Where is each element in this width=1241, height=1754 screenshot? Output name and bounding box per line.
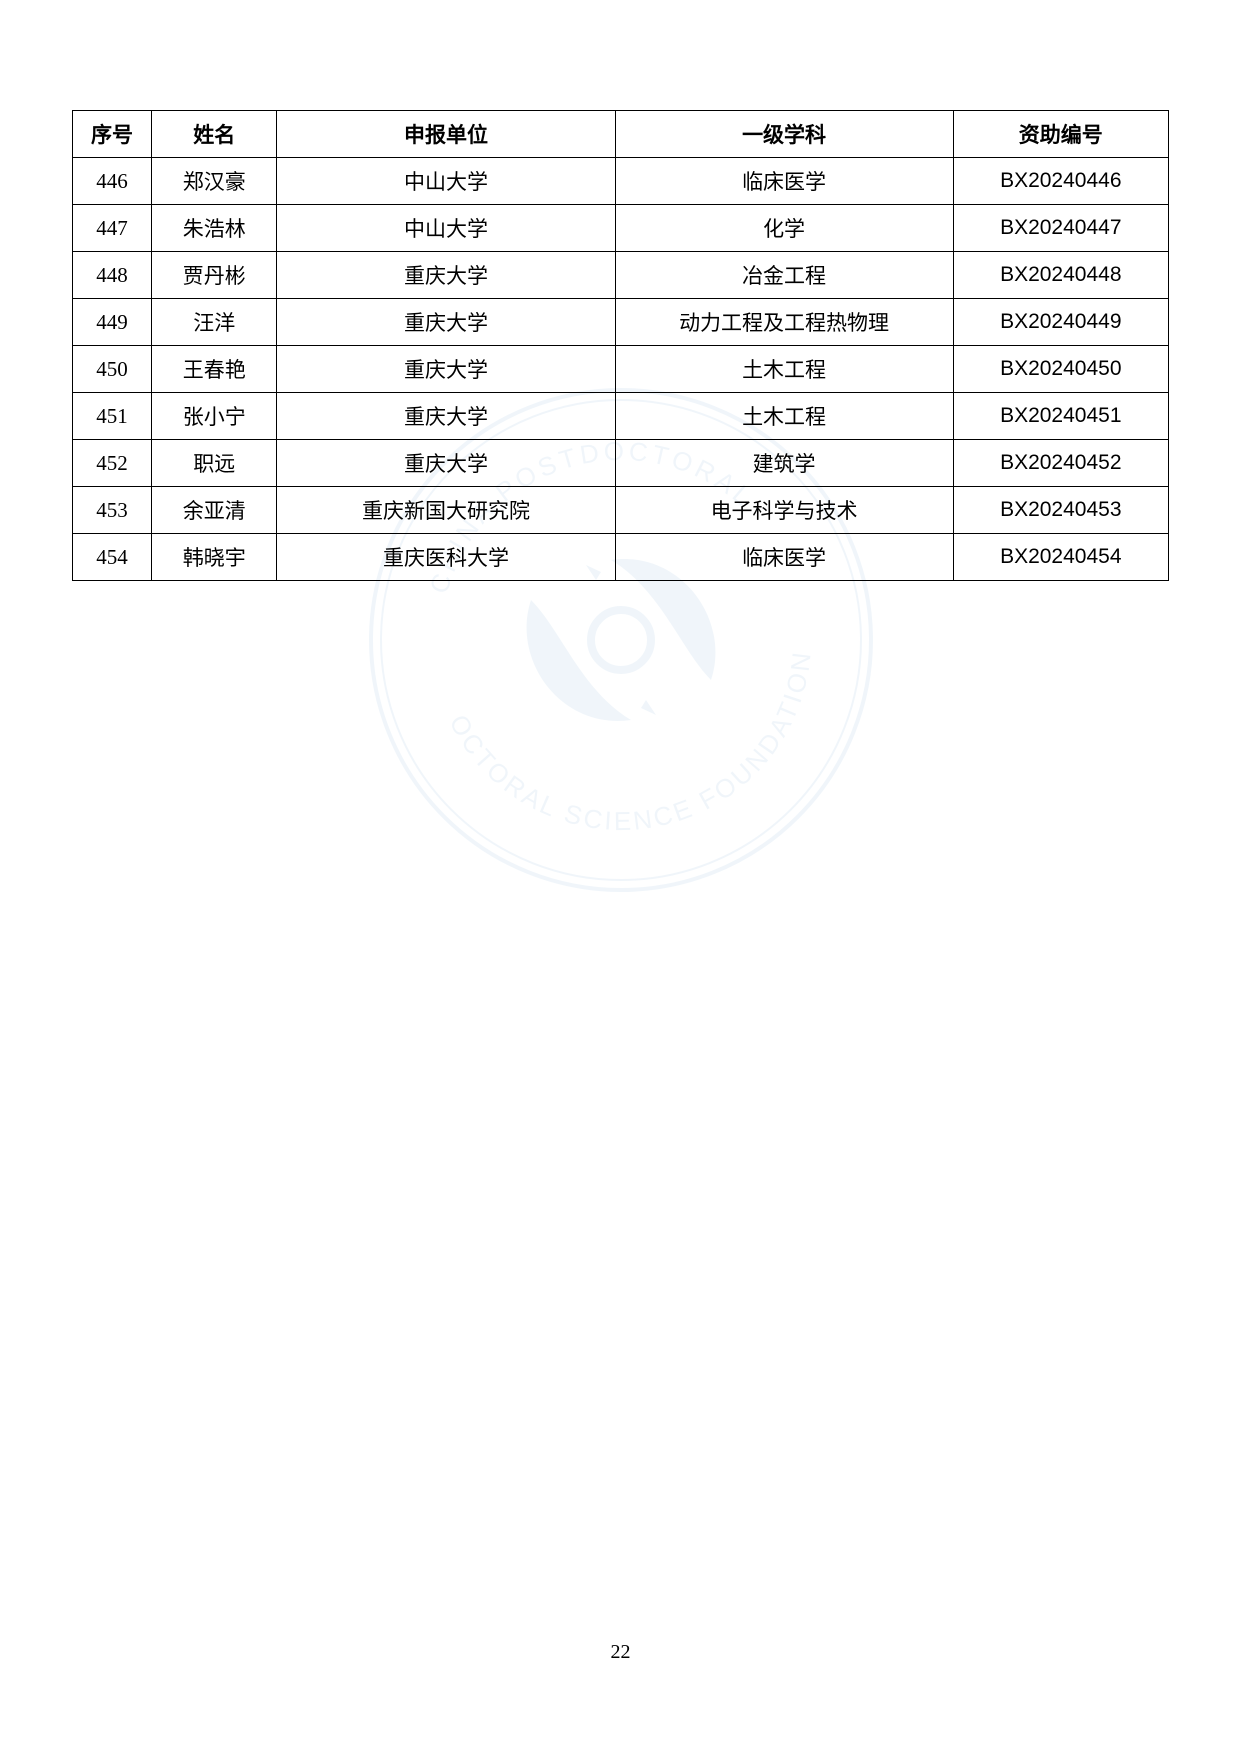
header-name: 姓名 [152, 111, 277, 158]
cell-unit: 重庆大学 [277, 252, 615, 299]
svg-text:OCTORAL SCIENCE FOUNDATION: OCTORAL SCIENCE FOUNDATION [443, 648, 816, 836]
cell-code: BX20240448 [953, 252, 1168, 299]
table-row: 452职远重庆大学建筑学BX20240452 [73, 440, 1169, 487]
header-row: 序号 姓名 申报单位 一级学科 资助编号 [73, 111, 1169, 158]
cell-unit: 重庆大学 [277, 346, 615, 393]
cell-code: BX20240446 [953, 158, 1168, 205]
cell-seq: 449 [73, 299, 152, 346]
cell-subject: 建筑学 [615, 440, 953, 487]
table-body: 446郑汉豪中山大学临床医学BX20240446447朱浩林中山大学化学BX20… [73, 158, 1169, 581]
cell-code: BX20240451 [953, 393, 1168, 440]
cell-subject: 动力工程及工程热物理 [615, 299, 953, 346]
page-number: 22 [0, 1641, 1241, 1664]
cell-unit: 重庆大学 [277, 299, 615, 346]
cell-code: BX20240453 [953, 487, 1168, 534]
page-container: CHINA POSTDOCTORAL OCTORAL SCIENCE FOUND… [0, 0, 1241, 1754]
cell-unit: 中山大学 [277, 158, 615, 205]
table-row: 454韩晓宇重庆医科大学临床医学BX20240454 [73, 534, 1169, 581]
cell-name: 汪洋 [152, 299, 277, 346]
cell-subject: 土木工程 [615, 346, 953, 393]
table-row: 448贾丹彬重庆大学冶金工程BX20240448 [73, 252, 1169, 299]
cell-seq: 451 [73, 393, 152, 440]
cell-unit: 重庆大学 [277, 393, 615, 440]
table-row: 449汪洋重庆大学动力工程及工程热物理BX20240449 [73, 299, 1169, 346]
cell-seq: 447 [73, 205, 152, 252]
header-unit: 申报单位 [277, 111, 615, 158]
cell-code: BX20240447 [953, 205, 1168, 252]
cell-subject: 冶金工程 [615, 252, 953, 299]
cell-name: 贾丹彬 [152, 252, 277, 299]
cell-seq: 453 [73, 487, 152, 534]
data-table: 序号 姓名 申报单位 一级学科 资助编号 446郑汉豪中山大学临床医学BX202… [72, 110, 1169, 581]
header-seq: 序号 [73, 111, 152, 158]
cell-unit: 重庆医科大学 [277, 534, 615, 581]
cell-seq: 452 [73, 440, 152, 487]
cell-subject: 临床医学 [615, 158, 953, 205]
cell-seq: 450 [73, 346, 152, 393]
header-subject: 一级学科 [615, 111, 953, 158]
cell-name: 职远 [152, 440, 277, 487]
cell-name: 朱浩林 [152, 205, 277, 252]
table-row: 453余亚清重庆新国大研究院电子科学与技术BX20240453 [73, 487, 1169, 534]
table-row: 447朱浩林中山大学化学BX20240447 [73, 205, 1169, 252]
table-header: 序号 姓名 申报单位 一级学科 资助编号 [73, 111, 1169, 158]
cell-name: 郑汉豪 [152, 158, 277, 205]
table-row: 446郑汉豪中山大学临床医学BX20240446 [73, 158, 1169, 205]
cell-name: 余亚清 [152, 487, 277, 534]
table-row: 451张小宁重庆大学土木工程BX20240451 [73, 393, 1169, 440]
table-wrapper: 序号 姓名 申报单位 一级学科 资助编号 446郑汉豪中山大学临床医学BX202… [72, 110, 1169, 581]
table-row: 450王春艳重庆大学土木工程BX20240450 [73, 346, 1169, 393]
cell-name: 张小宁 [152, 393, 277, 440]
cell-name: 王春艳 [152, 346, 277, 393]
cell-seq: 446 [73, 158, 152, 205]
header-code: 资助编号 [953, 111, 1168, 158]
cell-subject: 临床医学 [615, 534, 953, 581]
cell-code: BX20240450 [953, 346, 1168, 393]
cell-code: BX20240449 [953, 299, 1168, 346]
cell-seq: 454 [73, 534, 152, 581]
cell-code: BX20240452 [953, 440, 1168, 487]
cell-unit: 重庆新国大研究院 [277, 487, 615, 534]
cell-seq: 448 [73, 252, 152, 299]
cell-unit: 重庆大学 [277, 440, 615, 487]
cell-code: BX20240454 [953, 534, 1168, 581]
cell-name: 韩晓宇 [152, 534, 277, 581]
cell-subject: 电子科学与技术 [615, 487, 953, 534]
cell-subject: 化学 [615, 205, 953, 252]
cell-unit: 中山大学 [277, 205, 615, 252]
cell-subject: 土木工程 [615, 393, 953, 440]
